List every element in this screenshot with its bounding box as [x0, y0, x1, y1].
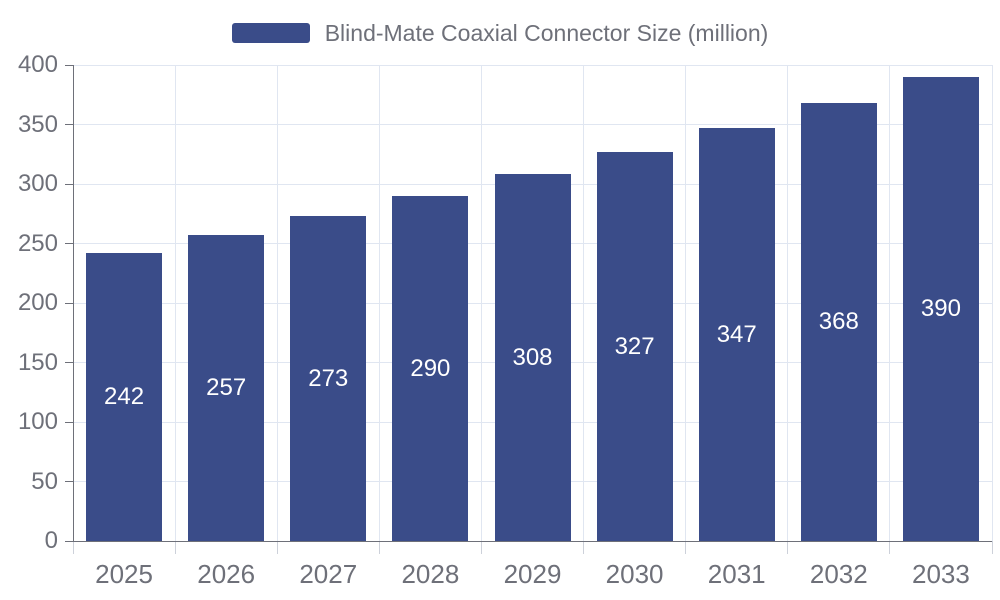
bar-value-label: 257	[206, 374, 247, 401]
x-axis-tick-label: 2032	[809, 559, 868, 589]
bar-2032[interactable]: 368	[800, 103, 877, 541]
x-axis-tick	[480, 541, 482, 554]
x-axis-tick	[991, 541, 993, 554]
bar-value-label: 290	[410, 354, 451, 382]
bar-2027[interactable]: 273	[290, 216, 367, 541]
bar-value-label: 390	[920, 295, 961, 322]
y-axis-tick	[65, 124, 73, 125]
legend-item[interactable]: Blind-Mate Coaxial Connector Size (milli…	[0, 20, 1000, 46]
y-axis-tick-label: 350	[17, 110, 58, 138]
x-gridline	[480, 65, 482, 541]
x-gridline	[889, 65, 891, 541]
y-axis-tick-label: 300	[17, 170, 58, 197]
x-axis-tick	[889, 541, 891, 554]
x-axis-tick-label: 2033	[912, 559, 970, 589]
y-axis-tick	[65, 540, 73, 542]
y-axis-tick-label: 100	[17, 408, 58, 435]
y-axis-tick	[65, 183, 73, 185]
x-gridline	[378, 65, 380, 541]
y-gridline	[73, 64, 992, 66]
bar-value-label: 327	[614, 332, 655, 360]
legend-swatch	[231, 23, 310, 43]
x-axis-tick	[174, 541, 176, 554]
x-axis-tick-label: 2027	[299, 559, 358, 589]
x-axis-tick	[72, 541, 74, 554]
y-axis-tick-label: 250	[17, 229, 58, 257]
legend-label: Blind-Mate Coaxial Connector Size (milli…	[324, 19, 769, 46]
bar-2025[interactable]: 242	[86, 253, 163, 541]
bar-value-label: 242	[104, 383, 145, 410]
y-axis-line	[73, 65, 74, 541]
y-axis-tick	[65, 243, 73, 244]
y-axis-tick	[65, 421, 73, 423]
x-gridline	[583, 65, 585, 541]
x-gridline	[787, 65, 789, 541]
bar-value-label: 368	[818, 308, 859, 335]
x-axis-tick-label: 2025	[95, 559, 153, 589]
y-axis-tick-label: 50	[31, 467, 58, 495]
y-axis-tick	[65, 481, 73, 482]
y-axis-tick	[65, 362, 73, 363]
x-axis-tick-label: 2028	[401, 559, 460, 589]
y-axis-tick-label: 400	[17, 51, 58, 78]
bar-2026[interactable]: 257	[188, 235, 265, 541]
bar-value-label: 273	[308, 364, 349, 392]
bar-value-label: 347	[716, 320, 757, 348]
x-gridline	[685, 65, 687, 541]
x-axis-tick-label: 2026	[197, 559, 256, 589]
y-axis-tick	[65, 64, 73, 66]
y-axis-tick-label: 200	[17, 289, 58, 316]
x-axis-tick	[276, 541, 278, 554]
x-axis-tick	[787, 541, 789, 554]
bar-2030[interactable]: 327	[596, 152, 673, 541]
y-gridline	[73, 124, 992, 125]
x-axis-tick	[583, 541, 585, 554]
x-axis-tick-label: 2031	[707, 559, 766, 589]
bar-2031[interactable]: 347	[698, 128, 775, 541]
x-axis-tick	[378, 541, 380, 554]
x-gridline	[276, 65, 278, 541]
y-axis-tick	[65, 302, 73, 304]
x-axis-tick-label: 2030	[605, 559, 664, 589]
bar-2033[interactable]: 390	[902, 77, 979, 541]
y-axis-tick-label: 150	[17, 348, 58, 376]
x-axis-line	[73, 541, 992, 542]
bar-2028[interactable]: 290	[392, 196, 469, 541]
bar-2029[interactable]: 308	[494, 174, 571, 541]
y-axis-tick-label: 0	[44, 527, 58, 554]
x-axis-tick-label: 2029	[503, 559, 562, 589]
x-gridline	[174, 65, 176, 541]
plot-area: 0 50 100 150 200 250 300 350 400 242 2025 257 2026 27…	[18, 51, 993, 589]
bar-value-label: 308	[512, 343, 553, 371]
x-gridline	[991, 65, 993, 541]
x-axis-tick	[685, 541, 687, 554]
